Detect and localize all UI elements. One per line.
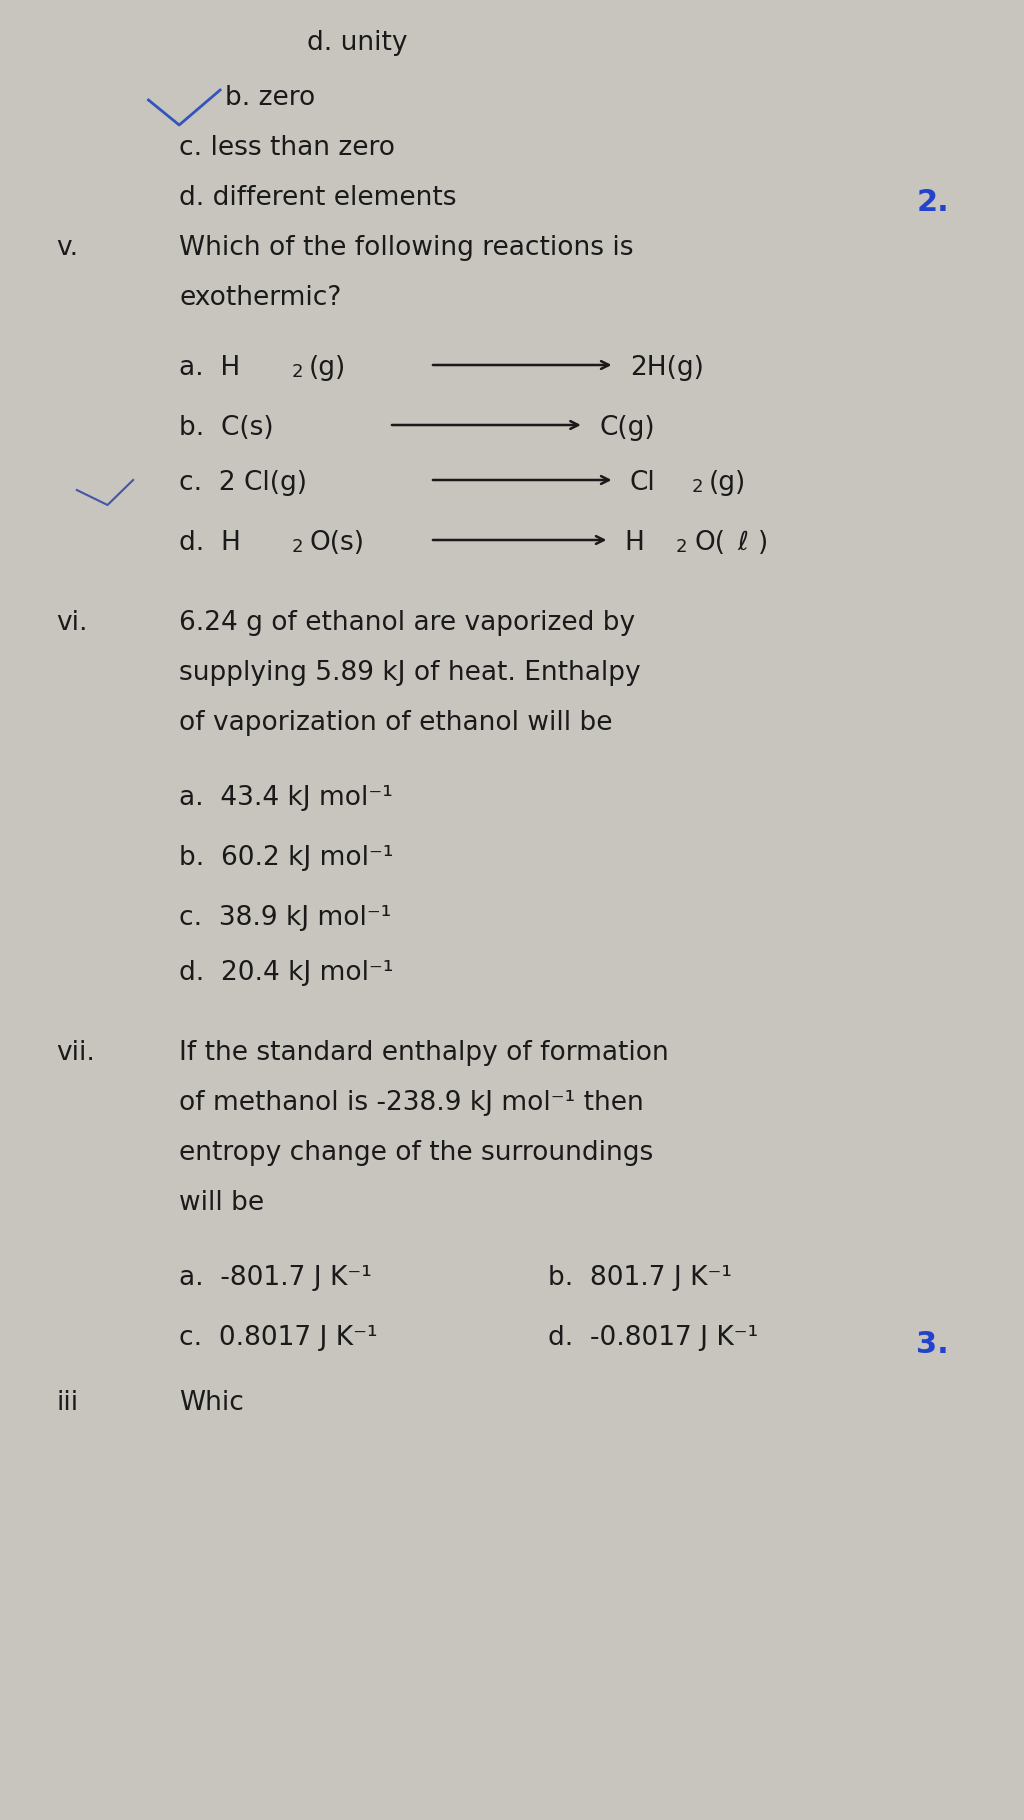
Text: 2: 2 <box>676 539 687 555</box>
Text: 6.24 g of ethanol are vaporized by: 6.24 g of ethanol are vaporized by <box>179 610 635 635</box>
Text: 2: 2 <box>691 479 702 497</box>
Text: b.  C(s): b. C(s) <box>179 415 273 440</box>
Text: 3.: 3. <box>916 1330 949 1360</box>
Text: O(: O( <box>694 530 725 555</box>
Text: ℓ: ℓ <box>737 530 749 555</box>
Text: ): ) <box>758 530 768 555</box>
Text: c.  0.8017 J K⁻¹: c. 0.8017 J K⁻¹ <box>179 1325 378 1350</box>
Text: H: H <box>625 530 644 555</box>
Text: exothermic?: exothermic? <box>179 286 342 311</box>
Text: 2.: 2. <box>916 187 949 217</box>
Text: d. unity: d. unity <box>307 29 408 56</box>
Text: 2: 2 <box>292 539 303 555</box>
Text: d. different elements: d. different elements <box>179 186 457 211</box>
Text: of vaporization of ethanol will be: of vaporization of ethanol will be <box>179 710 612 735</box>
Text: b.  60.2 kJ mol⁻¹: b. 60.2 kJ mol⁻¹ <box>179 844 393 872</box>
Text: (g): (g) <box>709 470 745 497</box>
Text: v.: v. <box>56 235 79 260</box>
Text: 2: 2 <box>292 362 303 380</box>
Text: b.  801.7 J K⁻¹: b. 801.7 J K⁻¹ <box>548 1265 732 1290</box>
Text: (g): (g) <box>309 355 346 380</box>
Text: 2H(g): 2H(g) <box>630 355 703 380</box>
Text: entropy change of the surroundings: entropy change of the surroundings <box>179 1139 653 1167</box>
Text: a.  43.4 kJ mol⁻¹: a. 43.4 kJ mol⁻¹ <box>179 784 393 812</box>
Text: c.  2 Cl(g): c. 2 Cl(g) <box>179 470 307 497</box>
Text: If the standard enthalpy of formation: If the standard enthalpy of formation <box>179 1039 669 1067</box>
Text: d.  -0.8017 J K⁻¹: d. -0.8017 J K⁻¹ <box>548 1325 758 1350</box>
Text: a.  H: a. H <box>179 355 241 380</box>
Text: d.  20.4 kJ mol⁻¹: d. 20.4 kJ mol⁻¹ <box>179 959 393 986</box>
Text: d.  H: d. H <box>179 530 241 555</box>
Text: vi.: vi. <box>56 610 88 635</box>
Text: c.  38.9 kJ mol⁻¹: c. 38.9 kJ mol⁻¹ <box>179 905 391 932</box>
Text: a.  -801.7 J K⁻¹: a. -801.7 J K⁻¹ <box>179 1265 372 1290</box>
Text: supplying 5.89 kJ of heat. Enthalpy: supplying 5.89 kJ of heat. Enthalpy <box>179 661 641 686</box>
Text: C(g): C(g) <box>599 415 654 440</box>
Text: Whic: Whic <box>179 1390 244 1416</box>
Text: c. less than zero: c. less than zero <box>179 135 395 160</box>
Text: vii.: vii. <box>56 1039 95 1067</box>
Text: b. zero: b. zero <box>225 86 315 111</box>
Text: O(s): O(s) <box>309 530 365 555</box>
Text: Which of the following reactions is: Which of the following reactions is <box>179 235 634 260</box>
Text: Cl: Cl <box>630 470 655 497</box>
Text: iii: iii <box>56 1390 79 1416</box>
Text: will be: will be <box>179 1190 264 1216</box>
Text: of methanol is -238.9 kJ mol⁻¹ then: of methanol is -238.9 kJ mol⁻¹ then <box>179 1090 644 1116</box>
